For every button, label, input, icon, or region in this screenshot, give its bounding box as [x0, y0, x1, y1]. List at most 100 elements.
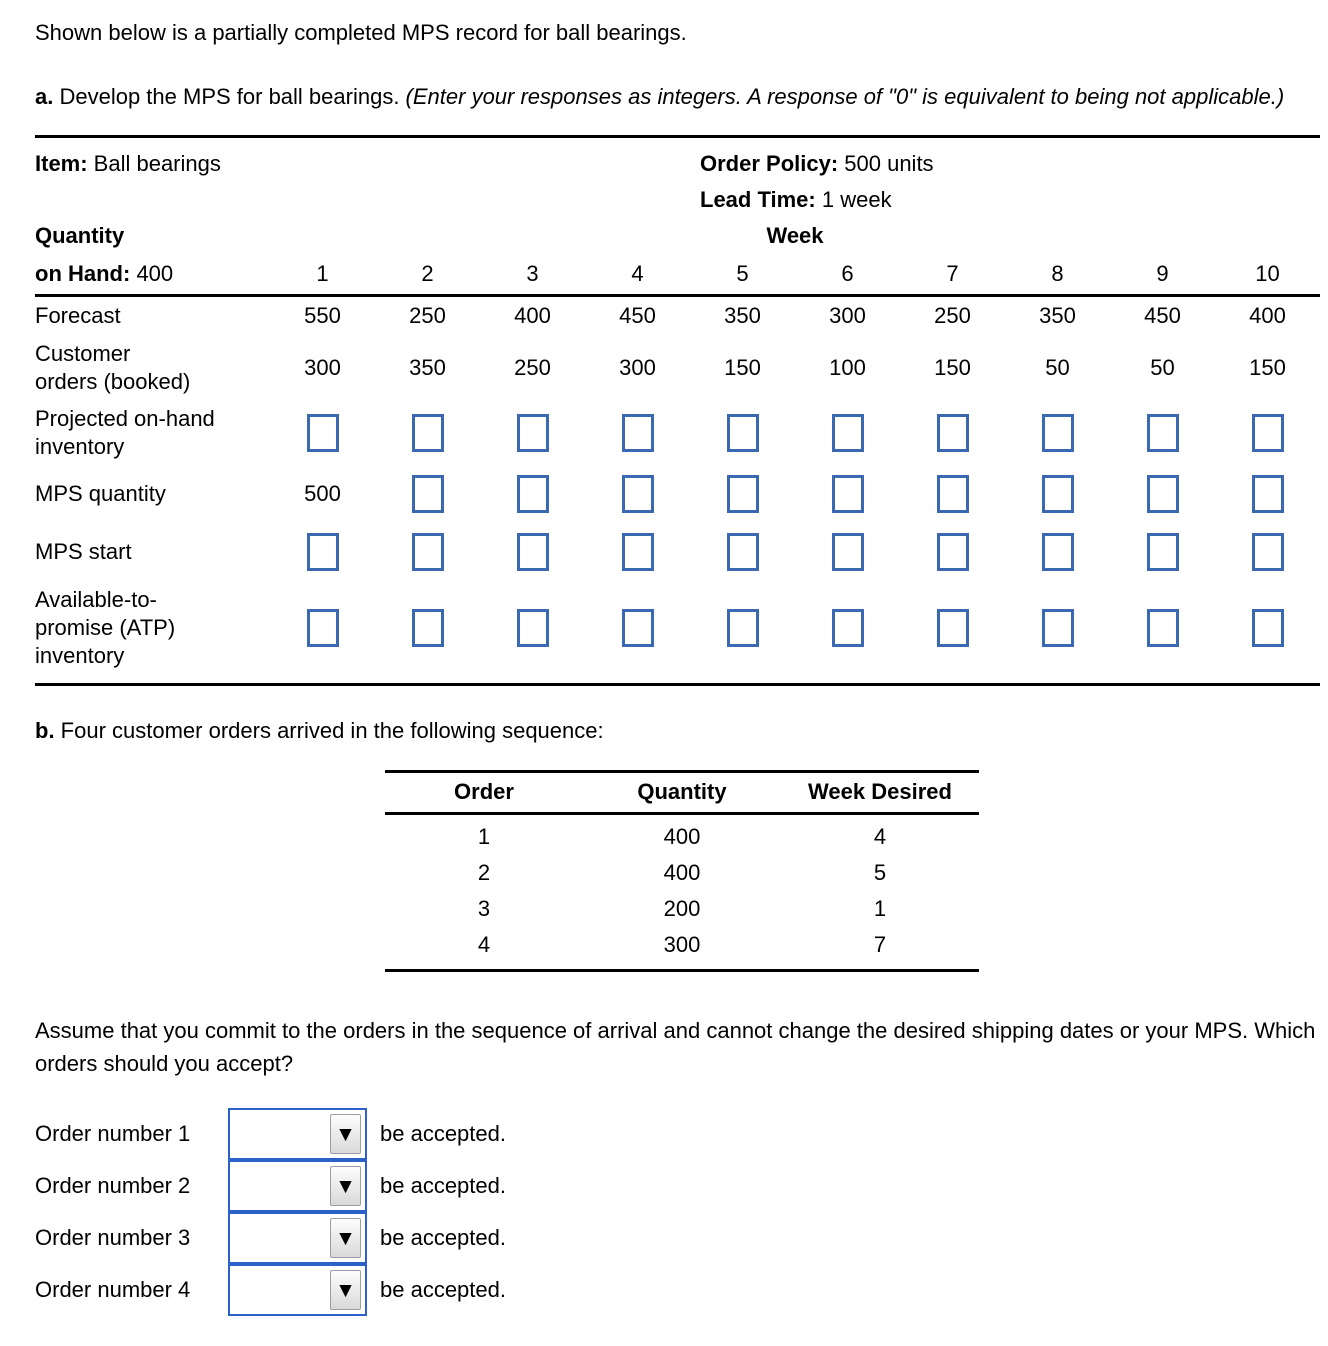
order-3-accept-dropdown[interactable]: ▼ — [228, 1212, 367, 1265]
order-policy: Order Policy: 500 units — [700, 146, 934, 182]
mps-quantity-week-7-cell — [900, 475, 1005, 514]
mps-start-week-3-input[interactable] — [516, 533, 549, 572]
chevron-down-icon[interactable]: ▼ — [330, 1166, 361, 1207]
lead-time-value: 1 week — [815, 187, 892, 212]
atp-inventory-week-10-input[interactable] — [1251, 609, 1284, 648]
mps-header-line-3: Quantity Week — [35, 218, 1320, 254]
forecast-week-2-cell: 250 — [409, 303, 446, 328]
projected-on-hand-inventory-week-6-input[interactable] — [831, 414, 864, 453]
atp-inventory-week-1-input[interactable] — [306, 609, 339, 648]
atp-inventory-week-4-input[interactable] — [621, 609, 654, 648]
mps-quantity-week-2-input[interactable] — [411, 475, 444, 514]
customer-orders-table: Order Quantity Week Desired 1 400 4 2 400 5 3 200… — [385, 770, 979, 973]
order-policy-label: Order Policy: — [700, 151, 839, 176]
mps-start-week-8-input[interactable] — [1041, 533, 1074, 572]
atp-inventory-week-3-input[interactable] — [516, 609, 549, 648]
chevron-down-icon[interactable]: ▼ — [330, 1114, 361, 1155]
mps-quantity-week-3-input[interactable] — [516, 475, 549, 514]
item-label: Item: — [35, 151, 88, 176]
orders-col-header-1: Order — [454, 779, 514, 805]
mps-start-week-4-input[interactable] — [621, 533, 654, 572]
mps-start-row: MPS start — [35, 523, 1320, 581]
mps-quantity-week-5-cell — [690, 475, 795, 514]
mps-start-week-1-input[interactable] — [306, 533, 339, 572]
part-b-instructions: b. Four customer orders arrived in the f… — [35, 718, 1320, 744]
atp-inventory-week-5-cell — [690, 609, 795, 648]
projected-on-hand-inventory-week-4-input[interactable] — [621, 414, 654, 453]
mps-quantity-week-7-input[interactable] — [936, 475, 969, 514]
mps-quantity-week-8-input[interactable] — [1041, 475, 1074, 514]
week-5-header: 5 — [736, 261, 749, 286]
mps-start-week-9-input[interactable] — [1146, 533, 1179, 572]
projected-on-hand-inventory-week-1-cell — [270, 414, 375, 453]
customer-orders-week-2-cell: 350 — [409, 355, 446, 380]
projected-on-hand-inventory-week-8-input[interactable] — [1041, 414, 1074, 453]
mps-start-week-7-input[interactable] — [936, 533, 969, 572]
order-4-accept-dropdown[interactable]: ▼ — [228, 1264, 367, 1317]
customer-orders-week-4-cell: 300 — [619, 355, 656, 380]
mps-quantity-week-4-input[interactable] — [621, 475, 654, 514]
mps-start-week-9-cell — [1110, 533, 1215, 572]
forecast-week-8-cell: 350 — [1039, 303, 1076, 328]
mps-quantity-week-5-input[interactable] — [726, 475, 759, 514]
mps-start-week-4-cell — [585, 533, 690, 572]
atp-inventory-week-9-input[interactable] — [1146, 609, 1179, 648]
mps-quantity-week-6-input[interactable] — [831, 475, 864, 514]
order-2-decision-label: Order number 2 — [35, 1173, 191, 1199]
projected-on-hand-inventory-week-5-cell — [690, 414, 795, 453]
customer-orders-week-5-cell: 150 — [724, 355, 761, 380]
order-row-1-cell-3: 4 — [873, 824, 887, 850]
order-2-decision-suffix: be accepted. — [380, 1173, 506, 1199]
order-row-4-cell-2: 300 — [663, 932, 701, 958]
projected-on-hand-inventory-week-3-input[interactable] — [516, 414, 549, 453]
mps-start-week-2-input[interactable] — [411, 533, 444, 572]
forecast-week-1-cell: 550 — [304, 303, 341, 328]
mps-quantity-week-9-cell — [1110, 475, 1215, 514]
order-1-decision-row: Order number 1 ▼ be accepted. — [35, 1108, 1320, 1161]
projected-on-hand-inventory-week-5-input[interactable] — [726, 414, 759, 453]
forecast-week-9-cell: 450 — [1144, 303, 1181, 328]
forecast-week-7-cell: 250 — [934, 303, 971, 328]
mps-start-week-5-input[interactable] — [726, 533, 759, 572]
mps-quantity-week-1-cell: 500 — [304, 481, 341, 507]
atp-inventory-week-5-input[interactable] — [726, 609, 759, 648]
orders-col-header-2: Quantity — [637, 779, 727, 805]
forecast-week-3-cell: 400 — [514, 303, 551, 328]
orders-table-body: 1 400 4 2 400 5 3 200 1 4 300 7 — [385, 815, 979, 969]
order-1-accept-dropdown[interactable]: ▼ — [228, 1108, 367, 1161]
chevron-down-icon[interactable]: ▼ — [330, 1218, 361, 1259]
projected-on-hand-inventory-week-1-input[interactable] — [306, 414, 339, 453]
commit-question: Assume that you commit to the orders in … — [35, 1018, 1316, 1077]
week-4-header: 4 — [631, 261, 644, 286]
quantity-label-line1: Quantity — [35, 223, 125, 248]
mps-quantity-week-9-input[interactable] — [1146, 475, 1179, 514]
projected-on-hand-inventory-week-2-input[interactable] — [411, 414, 444, 453]
atp-inventory-week-6-input[interactable] — [831, 609, 864, 648]
order-2-accept-dropdown[interactable]: ▼ — [228, 1160, 367, 1213]
mps-header-line-2: Lead Time: 1 week — [35, 182, 1320, 218]
projected-on-hand-inventory-week-7-input[interactable] — [936, 414, 969, 453]
order-row-2: 2 400 5 — [385, 855, 979, 891]
customer-orders-week-10-cell: 150 — [1249, 355, 1286, 380]
atp-inventory-week-7-input[interactable] — [936, 609, 969, 648]
order-3-decision-label: Order number 3 — [35, 1225, 191, 1251]
mps-start-week-8-cell — [1005, 533, 1110, 572]
mps-start-week-3-cell — [480, 533, 585, 572]
customer-orders-week-1-cell: 300 — [304, 355, 341, 380]
order-row-4-cell-1: 4 — [477, 932, 491, 958]
mps-start-week-6-cell — [795, 533, 900, 572]
atp-inventory-week-8-input[interactable] — [1041, 609, 1074, 648]
mps-start-week-6-input[interactable] — [831, 533, 864, 572]
projected-on-hand-inventory-week-9-input[interactable] — [1146, 414, 1179, 453]
week-2-header: 2 — [421, 261, 434, 286]
mps-quantity-week-10-input[interactable] — [1251, 475, 1284, 514]
projected-on-hand-inventory-week-9-cell — [1110, 414, 1215, 453]
projected-on-hand-inventory-week-8-cell — [1005, 414, 1110, 453]
projected-on-hand-inventory-week-10-input[interactable] — [1251, 414, 1284, 453]
chevron-down-icon[interactable]: ▼ — [330, 1270, 361, 1311]
on-hand-label-cell: on Hand: 400 — [35, 256, 270, 292]
atp-inventory-week-2-input[interactable] — [411, 609, 444, 648]
week-header: Week — [766, 223, 824, 248]
order-row-1: 1 400 4 — [385, 819, 979, 855]
mps-start-week-10-input[interactable] — [1251, 533, 1284, 572]
